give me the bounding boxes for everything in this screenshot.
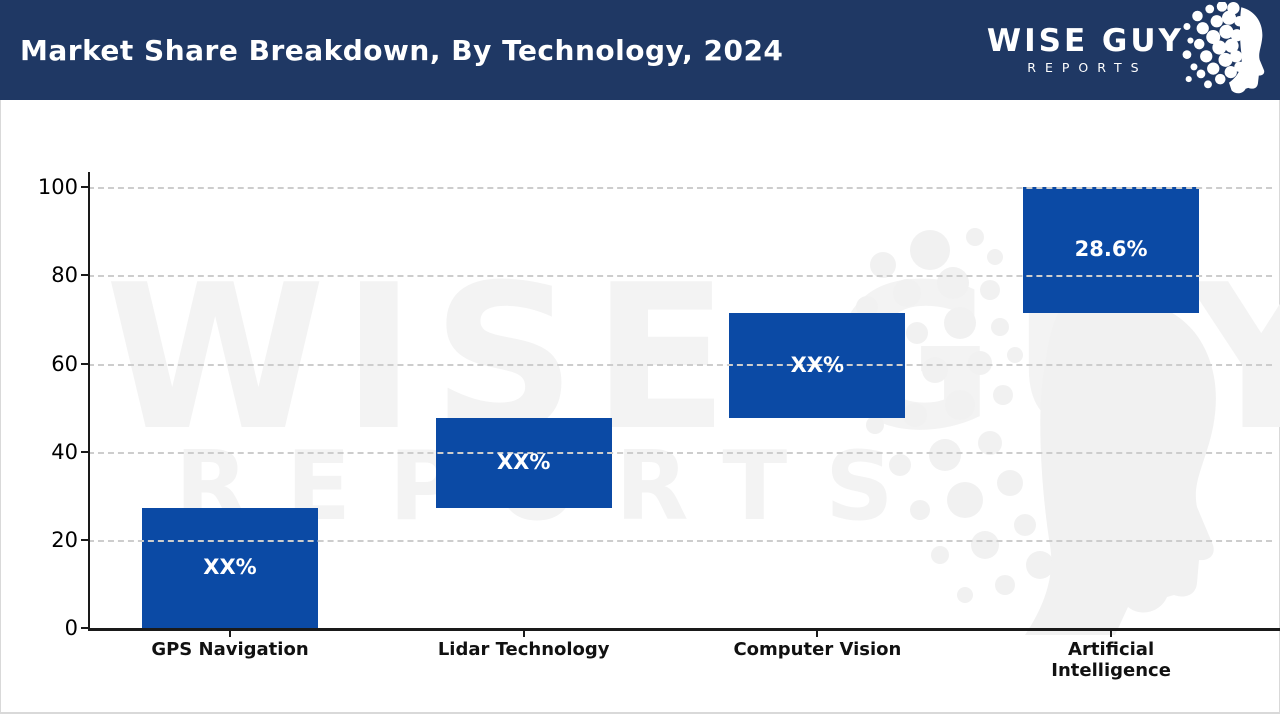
- y-axis-line: [88, 172, 90, 630]
- x-category-label: GPS Navigation: [151, 639, 309, 660]
- x-tick-mark: [816, 630, 819, 637]
- brand-name: WISE GUY: [986, 22, 1184, 59]
- y-tick-label: 80: [51, 263, 78, 288]
- page-title: Market Share Breakdown, By Technology, 2…: [20, 33, 784, 67]
- header-band: Market Share Breakdown, By Technology, 2…: [0, 0, 1280, 100]
- x-tick-mark: [229, 630, 231, 637]
- y-tick-mark: [81, 186, 88, 189]
- y-tick-mark: [81, 627, 88, 629]
- gridline: [88, 187, 1272, 190]
- y-tick-mark: [81, 538, 88, 541]
- gridline: [88, 363, 1272, 366]
- y-tick-label: 20: [51, 527, 78, 552]
- gridline: [88, 539, 1272, 542]
- watermark-face-icon: [845, 215, 1255, 639]
- brand-subtitle: REPORTS: [1027, 59, 1148, 75]
- x-category-label: Lidar Technology: [437, 639, 610, 660]
- y-tick-mark: [81, 362, 88, 365]
- x-tick-mark: [1110, 630, 1113, 637]
- y-tick-label: 0: [64, 616, 78, 640]
- bar-value-label: XX%: [496, 450, 551, 475]
- brand-logo-text: WISE GUY REPORTS: [986, 22, 1184, 75]
- x-category-label: Artificial Intelligence: [1051, 639, 1171, 681]
- x-category-label: Computer Vision: [733, 639, 902, 660]
- wise-guy-face-icon: [1178, 1, 1266, 98]
- bar-value-label: XX%: [203, 555, 257, 580]
- y-tick-mark: [81, 274, 88, 277]
- bar-value-label: XX%: [790, 352, 845, 377]
- brand-logo: WISE GUY REPORTS: [986, 1, 1280, 98]
- y-tick-mark: [81, 450, 88, 453]
- x-tick-mark: [522, 630, 525, 637]
- bar-value-label: 28.6%: [1074, 237, 1148, 262]
- bar-lidar-technology: [435, 418, 612, 509]
- y-tick-label: 100: [37, 175, 78, 200]
- bar-computer-vision: [729, 313, 906, 419]
- bar-artificial-intelligence: [1023, 187, 1200, 314]
- gridline: [88, 451, 1272, 454]
- bar-gps-navigation: [142, 508, 318, 628]
- y-tick-label: 60: [51, 351, 78, 376]
- gridline: [88, 275, 1272, 278]
- x-axis-line: [88, 628, 1280, 631]
- y-tick-label: 40: [51, 439, 78, 464]
